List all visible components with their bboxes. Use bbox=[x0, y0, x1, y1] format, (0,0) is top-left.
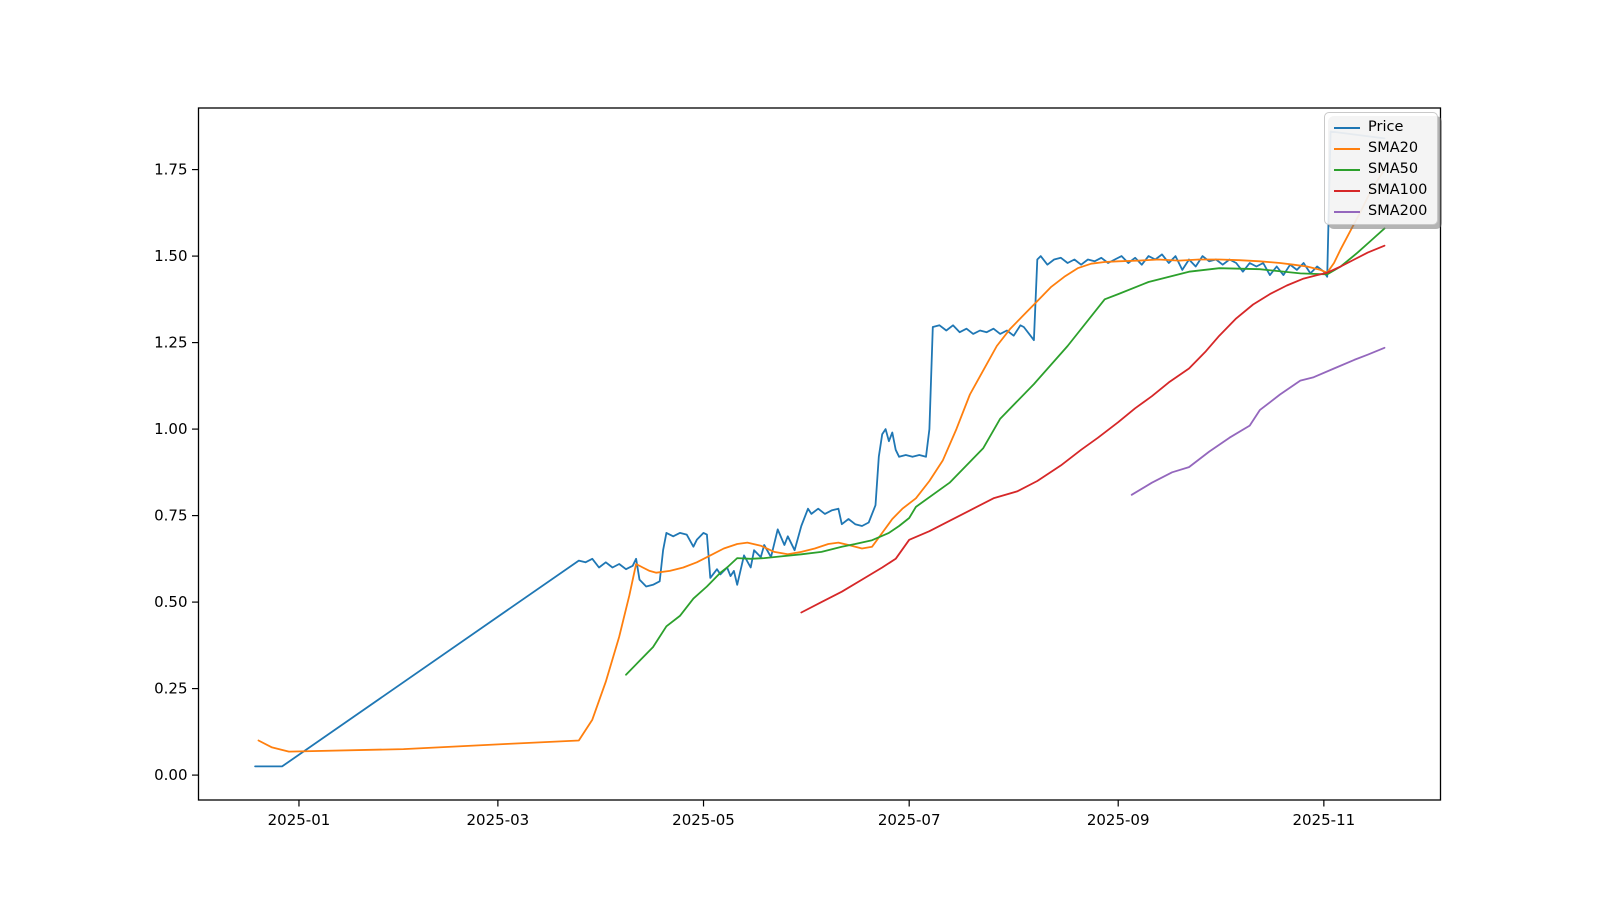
x-tick-label: 2025-01 bbox=[268, 811, 331, 829]
y-tick-label: 0.50 bbox=[154, 593, 187, 611]
x-tick-label: 2025-05 bbox=[672, 811, 735, 829]
x-tick-label: 2025-03 bbox=[467, 811, 530, 829]
x-tick-label: 2025-11 bbox=[1293, 811, 1356, 829]
legend-item-sma50: SMA50 bbox=[1334, 159, 1431, 180]
legend-label-sma100: SMA100 bbox=[1368, 182, 1428, 199]
legend-item-price: Price bbox=[1334, 117, 1431, 138]
legend-label-sma20: SMA20 bbox=[1368, 140, 1419, 157]
series-line-price bbox=[254, 130, 1386, 768]
legend-line-sample-price bbox=[1334, 126, 1360, 129]
legend-line-sample-sma50 bbox=[1334, 168, 1360, 171]
legend-line-sample-sma100 bbox=[1334, 189, 1360, 192]
legend-line-sample-sma200 bbox=[1334, 210, 1360, 213]
legend-label-sma50: SMA50 bbox=[1368, 161, 1419, 178]
series-line-sma200 bbox=[1130, 346, 1386, 496]
y-tick-label: 1.50 bbox=[154, 247, 187, 265]
x-tick-label: 2025-07 bbox=[878, 811, 941, 829]
legend-item-sma100: SMA100 bbox=[1334, 180, 1431, 201]
legend-item-sma200: SMA200 bbox=[1334, 201, 1431, 222]
legend-item-sma20: SMA20 bbox=[1334, 138, 1431, 159]
axes-frame bbox=[197, 107, 1442, 801]
legend-label-price: Price bbox=[1368, 119, 1404, 136]
legend-line-sample-sma20 bbox=[1334, 147, 1360, 150]
y-tick-label: 1.75 bbox=[154, 161, 187, 179]
y-tick-label: 0.25 bbox=[154, 680, 187, 698]
y-tick-label: 0.00 bbox=[154, 766, 187, 784]
y-tick-label: 0.75 bbox=[154, 507, 187, 525]
legend: Price SMA20 SMA50 SMA100 SMA200 bbox=[1324, 112, 1438, 225]
legend-label-sma200: SMA200 bbox=[1368, 203, 1428, 220]
x-tick-label: 2025-09 bbox=[1087, 811, 1150, 829]
series-line-sma50 bbox=[625, 227, 1386, 676]
series-line-sma20 bbox=[257, 168, 1386, 753]
y-tick-label: 1.00 bbox=[154, 420, 187, 438]
series-line-sma100 bbox=[800, 244, 1386, 614]
y-tick-label: 1.25 bbox=[154, 334, 187, 352]
